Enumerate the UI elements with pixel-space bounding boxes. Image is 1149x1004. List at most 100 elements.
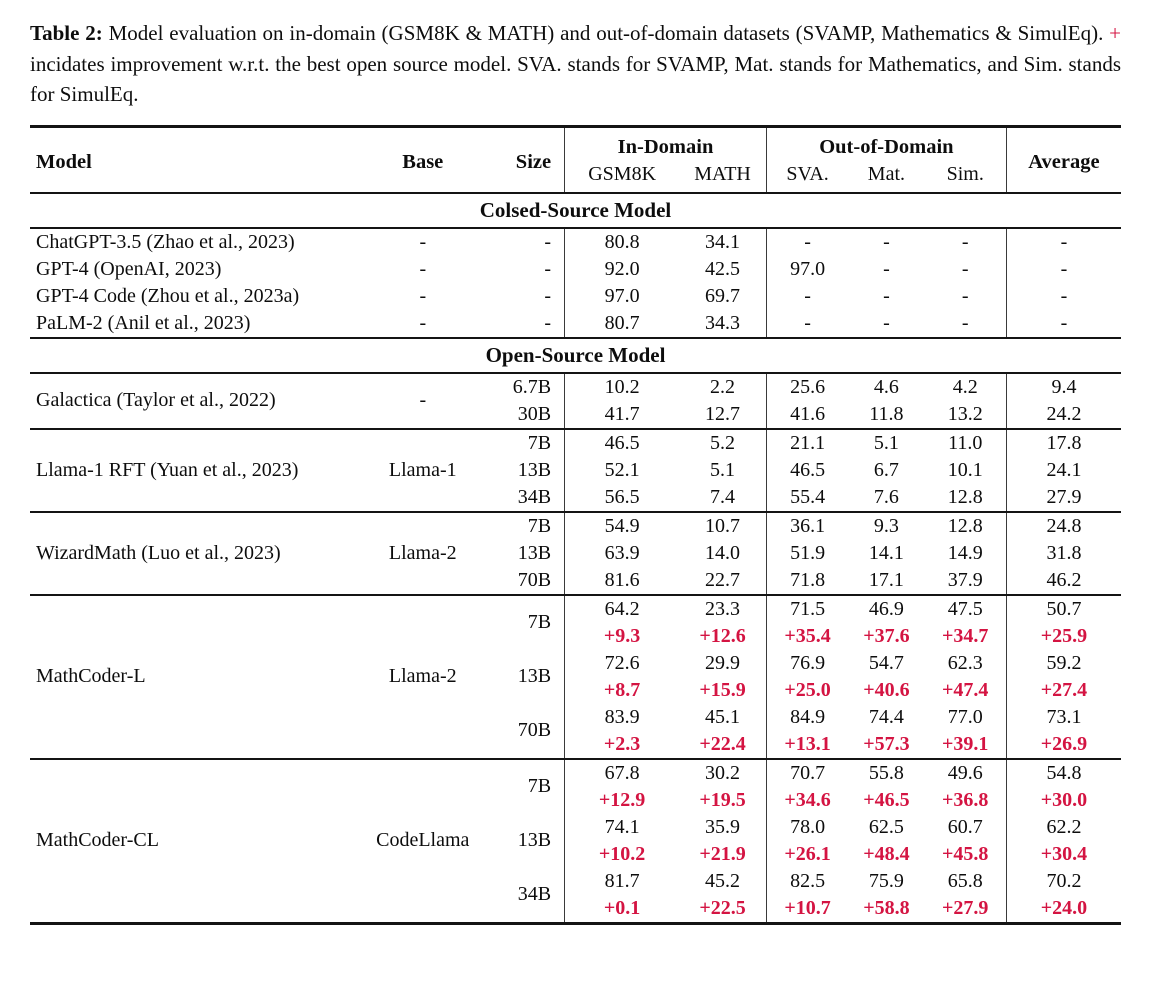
score-cell: 2.2 <box>679 371 767 401</box>
score-cell: 10.1 <box>924 456 1007 484</box>
delta-cell: +25.9 <box>1040 624 1088 647</box>
score-cell: 80.8 <box>564 226 680 256</box>
header-sva: SVA. <box>766 160 849 194</box>
score-cell: - <box>804 284 811 307</box>
delta-cell: +35.4 <box>784 624 831 647</box>
results-table: Model Base Size In-Domain Out-of-Domain … <box>30 124 1121 925</box>
size-cell: 13B <box>493 649 566 704</box>
header-mat: Mat. <box>848 160 925 194</box>
table-row: 34B 56.5 7.4 55.4 7.6 12.8 27.9 <box>30 483 1121 512</box>
score-cell: 24.8 <box>1006 510 1121 540</box>
score-cell: 12.8 <box>924 483 1007 512</box>
base-model-cell: - <box>419 284 427 307</box>
score-cell: 83.9 <box>604 705 640 728</box>
score-cell: 17.1 <box>868 568 904 591</box>
score-cell: 41.7 <box>604 402 640 425</box>
delta-cell: +24.0 <box>1040 896 1088 919</box>
score-cell: 5.2 <box>679 427 767 457</box>
delta-cell: +37.6 <box>863 624 910 647</box>
size-cell: 6.7B <box>493 371 566 401</box>
delta-cell: +30.0 <box>1040 788 1088 811</box>
score-cell: 76.9 <box>790 651 826 674</box>
score-cell: 75.9 <box>868 869 904 892</box>
score-cell: 30.2 <box>679 757 767 787</box>
size-cell: 34B <box>493 867 566 923</box>
delta-cell: +12.9 <box>598 788 646 811</box>
header-in-domain: In-Domain <box>564 126 767 161</box>
size-cell: - <box>493 309 566 338</box>
score-cell: 62.5 <box>868 815 904 838</box>
score-cell: 62.3 <box>924 649 1007 677</box>
table-row: ChatGPT-3.5 (Zhao et al., 2023) - -80.8 34.… <box>30 226 1121 256</box>
score-cell: 7.4 <box>679 483 767 512</box>
table-row: 70B 83.9 45.1 84.9 74.4 77.0 73.1 <box>30 703 1121 759</box>
score-cell: 81.6 <box>604 568 640 591</box>
delta-cell: +45.8 <box>924 840 1007 868</box>
score-cell: 63.9 <box>604 541 640 564</box>
delta-cell: +25.0 <box>784 678 831 701</box>
score-cell: 74.4 <box>868 705 904 728</box>
delta-cell: +46.5 <box>863 788 910 811</box>
score-cell: - <box>1060 311 1068 334</box>
score-cell: 31.8 <box>1046 541 1082 564</box>
size-cell: 30B <box>493 400 566 429</box>
size-cell: 13B <box>493 813 566 868</box>
score-cell: - <box>804 311 811 334</box>
score-cell: - <box>1060 284 1068 307</box>
section-row: Open-Source Model <box>30 336 1121 374</box>
score-cell: 10.2 <box>564 371 680 401</box>
score-cell: 97.0 <box>790 257 826 280</box>
base-model-cell: Llama-1 <box>351 427 494 512</box>
table-row: 34B 81.7 45.2 82.5 75.9 65.8 70.2 <box>30 867 1121 923</box>
delta-cell: +22.5 <box>679 894 767 923</box>
score-cell: 71.8 <box>790 568 826 591</box>
delta-cell: +26.1 <box>784 842 831 865</box>
delta-cell: +2.3 <box>603 732 641 755</box>
score-cell: 70.7 <box>766 757 849 787</box>
paper-page: Table 2: Model evaluation on in-domain (… <box>30 21 1121 925</box>
score-cell: 84.9 <box>790 705 826 728</box>
header-math: MATH <box>679 160 767 194</box>
score-cell: 9.4 <box>1006 371 1121 401</box>
size-cell: 70B <box>493 703 566 759</box>
score-cell: 54.9 <box>564 510 680 540</box>
header-gsm8k: GSM8K <box>564 160 680 194</box>
delta-cell: +21.9 <box>679 840 767 868</box>
delta-cell: +10.7 <box>784 896 831 919</box>
base-model-cell: - <box>419 257 427 280</box>
delta-cell: +47.4 <box>924 676 1007 704</box>
header-model: Model <box>30 126 352 194</box>
table-row: 13B 74.1 35.9 78.0 62.5 60.7 62.2 <box>30 813 1121 868</box>
size-cell: 7B <box>493 593 566 650</box>
delta-cell: +27.4 <box>1040 678 1088 701</box>
model-name-cell: GPT-4 (OpenAI, 2023) <box>36 257 222 280</box>
delta-cell: +9.3 <box>603 624 641 647</box>
model-name-cell: WizardMath (Luo et al., 2023) <box>30 510 352 595</box>
score-cell: - <box>848 226 925 256</box>
score-cell: 36.1 <box>766 510 849 540</box>
table-row: 13B 52.1 5.1 46.5 6.7 10.1 24.1 <box>30 456 1121 484</box>
size-cell: - <box>493 255 566 283</box>
score-cell: 64.2 <box>564 593 680 623</box>
score-cell: 21.1 <box>766 427 849 457</box>
score-cell: 5.1 <box>848 427 925 457</box>
delta-cell: +34.7 <box>924 622 1007 650</box>
score-cell: 17.8 <box>1006 427 1121 457</box>
delta-cell: +12.6 <box>679 622 767 650</box>
score-cell: 51.9 <box>790 541 826 564</box>
delta-cell: +40.6 <box>863 678 910 701</box>
score-cell: 7.6 <box>873 485 899 508</box>
score-cell: 59.2 <box>1046 651 1082 674</box>
score-cell: 12.8 <box>924 510 1007 540</box>
delta-cell: +58.8 <box>863 896 910 919</box>
header-row-sub: GSM8K MATH SVA. Mat. Sim. <box>30 160 1121 194</box>
table-row: PaLM-2 (Anil et al., 2023) - - 80.7 34.3 - - - - <box>30 309 1121 338</box>
score-cell: 22.7 <box>679 566 767 595</box>
model-name-cell: Galactica (Taylor et al., 2022) <box>30 371 352 429</box>
score-cell: 29.9 <box>679 649 767 677</box>
base-model-cell: Llama-2 <box>351 510 494 595</box>
table-row-delta: +12.9 +19.5 +34.6 +46.5 +36.8 +30.0 <box>30 786 1121 814</box>
size-cell: 7B <box>493 757 566 814</box>
score-cell: 46.2 <box>1046 568 1082 591</box>
base-model-cell: Llama-2 <box>351 593 494 759</box>
